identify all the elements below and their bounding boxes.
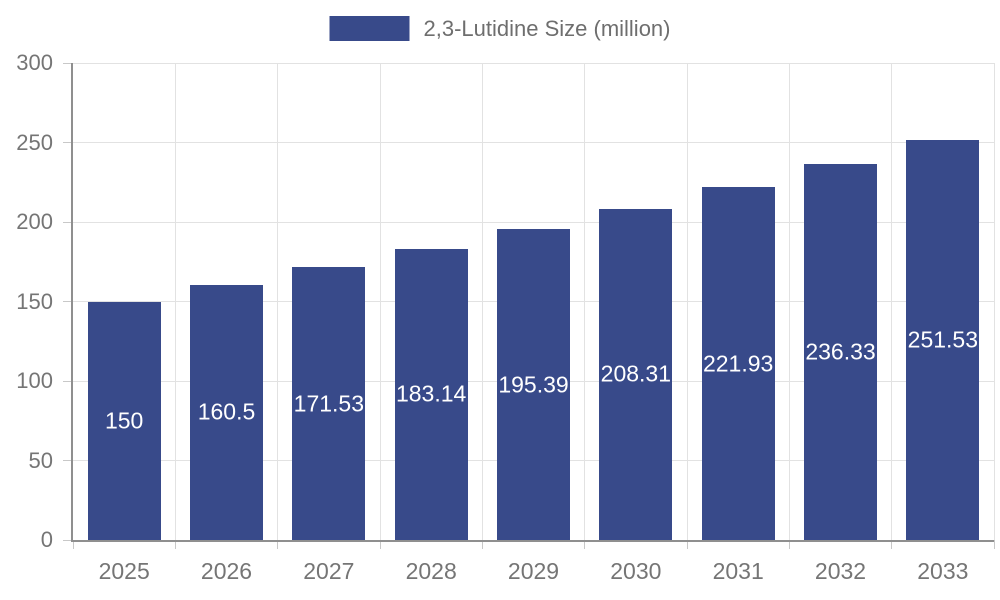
gridline-vertical <box>277 63 279 540</box>
x-axis-tick-label: 2032 <box>814 558 867 584</box>
y-axis-tick <box>63 62 71 64</box>
y-axis-tick <box>63 221 71 223</box>
bar-value-label: 236.33 <box>805 338 876 365</box>
y-axis-tick-label: 300 <box>16 50 53 75</box>
y-axis-tick <box>63 380 71 382</box>
bar-value-label: 150 <box>104 407 144 434</box>
bar[interactable] <box>190 284 263 540</box>
x-axis-tick-label: 2025 <box>98 558 150 584</box>
plot-area: 0 50 100 150 200 250 300 150 2025 160.5 2026 171.53… <box>16 50 995 584</box>
bar[interactable] <box>497 229 570 540</box>
x-axis-tick <box>686 540 688 549</box>
x-axis-tick-label: 2031 <box>712 558 764 584</box>
bar-value-label: 171.53 <box>293 390 365 417</box>
legend-swatch <box>329 16 410 41</box>
x-axis-tick <box>72 540 74 549</box>
y-axis-tick-label: 250 <box>16 129 53 155</box>
gridline-horizontal <box>73 221 994 223</box>
bar[interactable] <box>599 208 673 540</box>
y-axis-tick <box>63 142 71 143</box>
x-axis-tick <box>277 540 279 549</box>
gridline-vertical <box>584 63 586 540</box>
x-axis-tick <box>481 540 483 549</box>
bar-value-label: 221.93 <box>702 350 774 377</box>
gridline-vertical <box>174 63 176 540</box>
x-axis-tick <box>993 540 995 549</box>
gridline-horizontal <box>73 62 994 64</box>
gridline-vertical <box>379 63 381 540</box>
y-axis-tick-label: 150 <box>16 288 53 314</box>
x-axis-line <box>71 540 994 542</box>
gridline-vertical <box>788 63 790 540</box>
gridline-vertical <box>891 63 893 540</box>
bar-value-label: 160.5 <box>197 398 256 425</box>
x-axis-tick <box>788 540 790 549</box>
legend-label: 2,3-Lutidine Size (million) <box>423 16 671 41</box>
gridline-vertical <box>993 63 995 540</box>
bar[interactable] <box>394 248 468 540</box>
bar-value-label: 183.14 <box>395 380 467 407</box>
y-axis-tick <box>63 460 71 461</box>
bar[interactable] <box>701 187 775 540</box>
x-axis-tick <box>174 540 176 549</box>
x-axis-tick <box>379 540 381 549</box>
x-axis-tick-label: 2030 <box>610 558 662 584</box>
y-axis-tick <box>63 301 71 302</box>
bar-value-label: 208.31 <box>600 360 672 387</box>
bar[interactable] <box>906 140 980 540</box>
y-axis-tick <box>63 539 71 541</box>
bar[interactable] <box>804 164 877 540</box>
y-axis-tick-label: 100 <box>16 368 53 393</box>
gridline-vertical <box>481 63 483 540</box>
bar-value-label: 195.39 <box>498 371 569 398</box>
x-axis-tick <box>891 540 893 549</box>
bar[interactable] <box>292 267 366 540</box>
x-axis-tick-label: 2029 <box>507 558 560 584</box>
x-axis-tick-label: 2028 <box>405 558 457 584</box>
gridline-vertical <box>686 63 688 540</box>
gridline-horizontal <box>73 142 994 143</box>
y-axis-line <box>71 63 73 540</box>
y-axis-tick-label: 200 <box>16 209 53 234</box>
x-axis-tick-label: 2026 <box>200 558 253 584</box>
y-axis-tick-label: 50 <box>28 447 53 473</box>
x-axis-tick-label: 2033 <box>917 558 969 584</box>
bar-value-label: 251.53 <box>907 326 979 353</box>
x-axis-tick-label: 2027 <box>303 558 355 584</box>
bar[interactable] <box>87 301 161 540</box>
x-axis-tick <box>584 540 586 549</box>
y-axis-tick-label: 0 <box>40 527 53 552</box>
legend[interactable]: 2,3-Lutidine Size (million) <box>329 16 671 41</box>
